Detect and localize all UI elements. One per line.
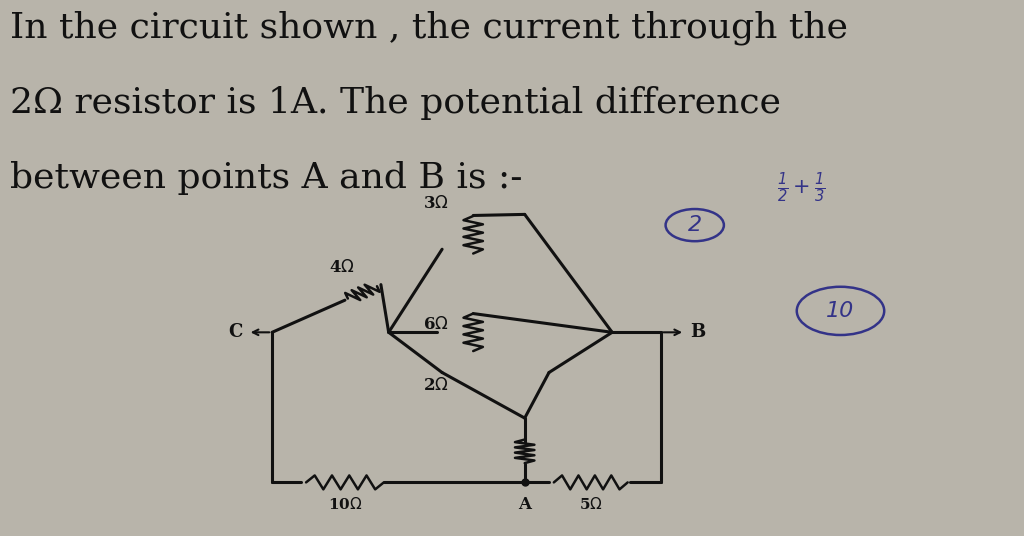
Text: 2Ω resistor is 1A. The potential difference: 2Ω resistor is 1A. The potential differe…	[9, 86, 780, 120]
Text: B: B	[690, 323, 706, 341]
Text: $\mathregular{\frac{1}{2}+\frac{1}{3}}$: $\mathregular{\frac{1}{2}+\frac{1}{3}}$	[777, 170, 826, 205]
Text: 10$\Omega$: 10$\Omega$	[328, 496, 362, 512]
Text: 2: 2	[688, 215, 701, 235]
Text: In the circuit shown , the current through the: In the circuit shown , the current throu…	[9, 11, 848, 45]
Text: A: A	[518, 496, 531, 513]
Text: 4$\Omega$: 4$\Omega$	[329, 259, 354, 277]
Text: between points A and B is :-: between points A and B is :-	[9, 161, 522, 195]
Text: 6$\Omega$: 6$\Omega$	[423, 316, 449, 333]
Text: 5$\Omega$: 5$\Omega$	[579, 496, 603, 512]
Text: 10: 10	[826, 301, 855, 321]
Text: 2$\Omega$: 2$\Omega$	[423, 377, 449, 394]
Text: C: C	[228, 323, 243, 341]
Text: 3$\Omega$: 3$\Omega$	[423, 195, 449, 212]
